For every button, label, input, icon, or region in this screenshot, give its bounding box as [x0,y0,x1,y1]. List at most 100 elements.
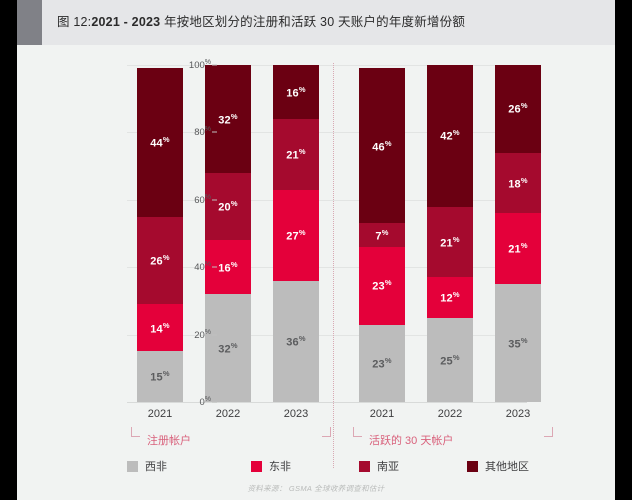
bar-segment[interactable]: 21% [427,206,473,278]
bar-segment-value: 46% [372,138,392,154]
bar-segment-value: 25% [440,352,460,368]
stacked-bar[interactable]: 23% 23% 7% 46% [359,65,405,402]
stacked-bar[interactable]: 32% 16% 20% 32% [205,65,251,402]
header-accent-bar [17,0,42,45]
bar-segment[interactable]: 20% [205,172,251,241]
legend-label: 其他地区 [485,461,529,473]
legend-item[interactable]: 其他地区 [467,458,529,474]
bar-segment[interactable]: 32% [205,294,251,402]
y-axis-tick-mark [212,401,217,403]
bar-segment[interactable]: 15% [137,351,183,402]
figure-number: 图 12: [57,15,92,29]
chart-legend: 西非 东非 南亚 其他地区 [127,458,557,474]
bar-segment-value: 27% [286,227,306,243]
bar-segment[interactable]: 21% [273,118,319,190]
gridline [127,65,527,66]
group-label: 注册帐户 [147,435,191,447]
bar-segment[interactable]: 42% [427,65,473,207]
stacked-bar[interactable]: 25% 12% 21% 42% [427,65,473,402]
bar-segment[interactable]: 35% [495,284,541,402]
legend-item[interactable]: 南亚 [359,458,399,474]
bar-segment-value: 42% [440,128,460,144]
bar-segment[interactable]: 23% [359,247,405,325]
bar-segment-value: 15% [150,369,170,385]
stacked-bar[interactable]: 35% 21% 18% 26% [495,65,541,402]
stacked-bar[interactable]: 36% 27% 21% 16% [273,65,319,402]
bar-segment[interactable]: 23% [359,324,405,402]
x-axis-label: 2023 [283,408,309,420]
bar-segment[interactable]: 32% [205,65,251,173]
gridline [127,132,527,134]
bar-segment-value: 23% [372,355,392,371]
bar-segment[interactable]: 26% [137,216,183,305]
plot-region: 15% 14% 26% 44% 32% 16% 20% 32% 36% 27% 21% 16% 23% 2… [127,65,541,403]
bar-segment-value: 26% [508,101,528,117]
bar-segment-value: 12% [440,290,460,305]
gridline [127,267,527,269]
y-axis-tick-label: 20% [194,328,211,341]
bar-segment-value: 21% [508,241,528,256]
legend-color-swatch [251,460,262,472]
bar-segment[interactable]: 26% [495,65,541,153]
y-axis-tick-mark [212,64,217,66]
legend-color-swatch [359,460,370,472]
legend-label: 西非 [145,461,167,473]
bar-segment-value: 36% [286,334,306,349]
bar-segment-value: 26% [150,253,170,268]
x-axis-label: 2023 [505,408,531,420]
group-bracket [131,427,331,437]
legend-item[interactable]: 东非 [251,458,291,474]
bar-segment[interactable]: 25% [427,317,473,402]
legend-label: 南亚 [377,461,399,473]
bar-segment[interactable]: 46% [359,68,405,224]
x-axis-label: 2022 [437,408,463,420]
x-axis-label: 2021 [369,408,395,420]
legend-item[interactable]: 西非 [127,458,167,474]
gridline [127,402,527,403]
bar-segment[interactable]: 16% [273,65,319,119]
y-axis-tick-label: 40% [194,261,211,274]
y-axis-tick-mark [212,131,217,133]
bar-segment-value: 23% [372,278,392,294]
y-axis-tick-mark [212,334,217,336]
page-title: 图 12:2021 - 2023 年按地区划分的注册和活跃 30 天账户的年度新… [57,11,597,30]
title-years: 2021 - 2023 [91,15,161,29]
group-bracket [353,427,553,437]
source-note: 资料来源： GSMA 全球收养调查和估计 [247,484,385,493]
bar-segment-value: 18% [508,175,528,191]
bar-segment-value: 32% [218,111,238,127]
bar-segment-value: 21% [286,146,306,162]
legend-label: 东非 [269,461,291,473]
y-axis-tick-label: 80% [194,126,211,139]
gridline [127,334,527,336]
bar-segment[interactable]: 14% [137,304,183,352]
y-axis-tick-label: 0% [199,395,211,409]
bar-segment-value: 16% [218,259,238,275]
y-axis-tick-label: 100% [188,58,211,72]
y-axis-tick-mark [212,199,217,201]
bar-segment-value: 20% [218,199,238,214]
bar-segment-value: 35% [508,335,528,351]
stacked-bar[interactable]: 15% 14% 26% 44% [137,65,183,402]
figure-page: 图 12:2021 - 2023 年按地区划分的注册和活跃 30 天账户的年度新… [17,0,615,500]
bar-segment-value: 32% [218,340,238,356]
bar-segment[interactable]: 12% [427,277,473,318]
bar-segment[interactable]: 44% [137,68,183,217]
legend-color-swatch [467,460,478,472]
bar-segment-value: 16% [286,84,306,100]
gridline [127,199,527,201]
bar-segment[interactable]: 36% [273,280,319,402]
bar-segment[interactable]: 18% [495,152,541,214]
bar-segment-value: 44% [150,135,170,150]
bar-segment-value: 21% [440,234,460,250]
bar-segment[interactable]: 21% [495,213,541,285]
figure-header-band: 图 12:2021 - 2023 年按地区划分的注册和活跃 30 天账户的年度新… [17,0,615,45]
title-rest: 年按地区划分的注册和活跃 30 天账户的年度新增份额 [160,15,466,29]
y-axis-tick-label: 60% [194,193,211,206]
x-axis-label: 2021 [147,408,173,420]
legend-color-swatch [127,460,138,472]
bar-segment[interactable]: 7% [359,223,405,247]
group-label: 活跃的 30 天帐户 [369,435,454,447]
bar-segment[interactable]: 27% [273,189,319,281]
group-divider [333,63,334,468]
